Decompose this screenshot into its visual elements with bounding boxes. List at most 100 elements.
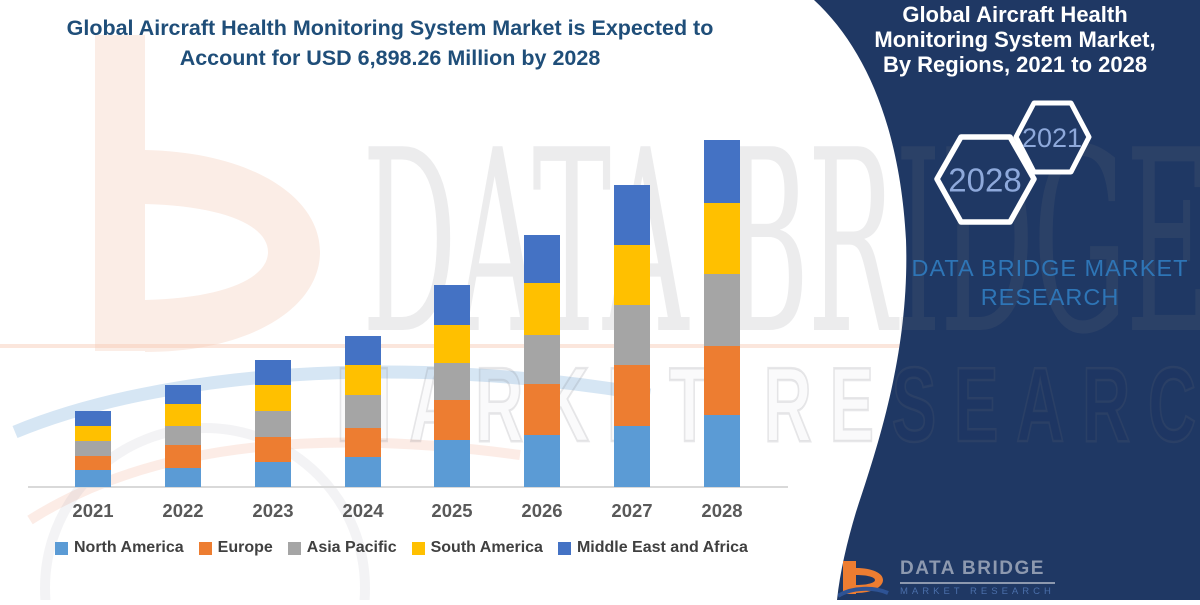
segment-north-america-2021 xyxy=(75,470,111,487)
panel-title-line2: Monitoring System Market, xyxy=(874,27,1156,52)
panel-title-line1: Global Aircraft Health xyxy=(902,2,1128,27)
segment-europe-2023 xyxy=(255,437,291,462)
segment-middle-east-and-africa-2026 xyxy=(524,234,560,284)
segment-south-america-2022 xyxy=(165,403,201,427)
watermark-b-bowl xyxy=(145,150,320,352)
x-axis-label-2021: 2021 xyxy=(72,500,114,521)
segment-north-america-2025 xyxy=(434,440,470,487)
watermark-circle xyxy=(40,423,370,605)
segment-europe-2022 xyxy=(165,445,201,468)
legend-label-middle-east-and-africa: Middle East and Africa xyxy=(576,539,748,556)
segment-europe-2028 xyxy=(704,346,740,415)
bar-2021 xyxy=(75,411,111,487)
legend-label-south-america: South America xyxy=(430,539,543,556)
legend-swatch-europe xyxy=(198,541,212,555)
bar-2022 xyxy=(165,385,201,487)
legend-item-south-america: South America xyxy=(411,539,543,557)
segment-north-america-2024 xyxy=(345,457,381,487)
legend-label-asia-pacific: Asia Pacific xyxy=(306,539,397,556)
bar-2023 xyxy=(255,360,291,487)
panel-title-line3: By Regions, 2021 to 2028 xyxy=(882,52,1148,77)
segment-middle-east-and-africa-2027 xyxy=(614,185,650,246)
chart-headline-line2: Account for USD 6,898.26 Million by 2028 xyxy=(179,46,601,70)
bar-2024 xyxy=(345,335,381,487)
segment-south-america-2026 xyxy=(524,283,560,335)
x-axis-label-2027: 2027 xyxy=(611,500,653,521)
bar-2027 xyxy=(614,185,650,487)
legend-label-europe: Europe xyxy=(217,539,273,556)
x-axis-label-2024: 2024 xyxy=(342,500,384,521)
bar-2028 xyxy=(704,140,740,487)
segment-asia-pacific-2022 xyxy=(165,426,201,446)
segment-asia-pacific-2023 xyxy=(255,411,291,437)
segment-asia-pacific-2025 xyxy=(434,363,470,401)
data-bridge-logo-icon xyxy=(838,561,889,598)
bar-2026 xyxy=(524,234,560,487)
legend-item-asia-pacific: Asia Pacific xyxy=(287,539,397,557)
x-axis-label-2023: 2023 xyxy=(252,500,294,521)
segment-middle-east-and-africa-2021 xyxy=(75,411,111,427)
x-axis-label-2028: 2028 xyxy=(701,500,743,521)
bar-2025 xyxy=(434,285,470,487)
segment-south-america-2023 xyxy=(255,384,291,412)
segment-asia-pacific-2024 xyxy=(345,395,381,428)
brand-caption: DATA BRIDGE MARKET RESEARCH xyxy=(880,254,1200,312)
segment-middle-east-and-africa-2024 xyxy=(345,335,381,365)
x-axis-label-2022: 2022 xyxy=(162,500,204,521)
brand-caption-line1: DATA BRIDGE MARKET xyxy=(911,255,1189,281)
chart-legend: North America Europe Asia Pacific South Ame… xyxy=(55,539,748,557)
segment-south-america-2028 xyxy=(704,202,740,274)
legend-item-middle-east-and-africa: Middle East and Africa xyxy=(557,539,748,557)
segment-middle-east-and-africa-2025 xyxy=(434,285,470,325)
x-axis-line xyxy=(28,486,788,488)
segment-north-america-2023 xyxy=(255,462,291,487)
segment-north-america-2022 xyxy=(165,468,201,487)
hexagon-2021-label: 2021 xyxy=(1022,123,1082,153)
segment-north-america-2027 xyxy=(614,426,650,487)
x-axis-label-2026: 2026 xyxy=(521,500,563,521)
legend-swatch-south-america xyxy=(411,541,425,555)
data-bridge-logo-text: DATA BRIDGE MARKET RESEARCH xyxy=(900,558,1055,600)
logo-name: DATA BRIDGE xyxy=(900,558,1055,584)
brand-caption-line2: RESEARCH xyxy=(980,284,1120,310)
legend-swatch-north-america xyxy=(55,541,68,555)
segment-asia-pacific-2026 xyxy=(524,334,560,384)
hexagon-2021 xyxy=(1013,100,1092,175)
segment-middle-east-and-africa-2023 xyxy=(255,360,291,385)
legend-item-europe: Europe xyxy=(198,539,273,557)
watermark-text-market-research: MARKET RESEARCH xyxy=(335,346,1200,464)
segment-south-america-2024 xyxy=(345,365,381,395)
chart-headline-line1: Global Aircraft Health Monitoring System… xyxy=(66,16,714,40)
legend-swatch-asia-pacific xyxy=(287,541,301,555)
hexagon-2028 xyxy=(934,134,1037,225)
logo-subtitle: MARKET RESEARCH xyxy=(900,586,1055,597)
legend-label-north-america: North America xyxy=(74,539,184,556)
hexagon-2028-label: 2028 xyxy=(948,162,1021,199)
segment-south-america-2027 xyxy=(614,245,650,306)
data-bridge-logo: DATA BRIDGE MARKET RESEARCH xyxy=(838,558,1055,600)
segment-middle-east-and-africa-2022 xyxy=(165,385,201,404)
x-axis-label-2025: 2025 xyxy=(431,500,473,521)
segment-europe-2027 xyxy=(614,365,650,427)
legend-item-north-america: North America xyxy=(55,539,184,557)
segment-south-america-2025 xyxy=(434,324,470,364)
watermark-b-stem xyxy=(95,35,145,351)
segment-europe-2025 xyxy=(434,400,470,441)
legend-swatch-middle-east-and-africa xyxy=(557,541,571,555)
segment-north-america-2028 xyxy=(704,415,740,487)
segment-europe-2026 xyxy=(524,383,560,436)
segment-middle-east-and-africa-2028 xyxy=(704,140,740,203)
segment-south-america-2021 xyxy=(75,426,111,442)
segment-europe-2024 xyxy=(345,428,381,457)
watermark-pink-swoosh xyxy=(27,437,521,525)
segment-north-america-2026 xyxy=(524,435,560,487)
chart-headline: Global Aircraft Health Monitoring System… xyxy=(45,13,735,73)
panel-title: Global Aircraft Health Monitoring System… xyxy=(840,2,1190,77)
segment-asia-pacific-2027 xyxy=(614,305,650,366)
segment-europe-2021 xyxy=(75,455,111,471)
segment-asia-pacific-2021 xyxy=(75,441,111,456)
